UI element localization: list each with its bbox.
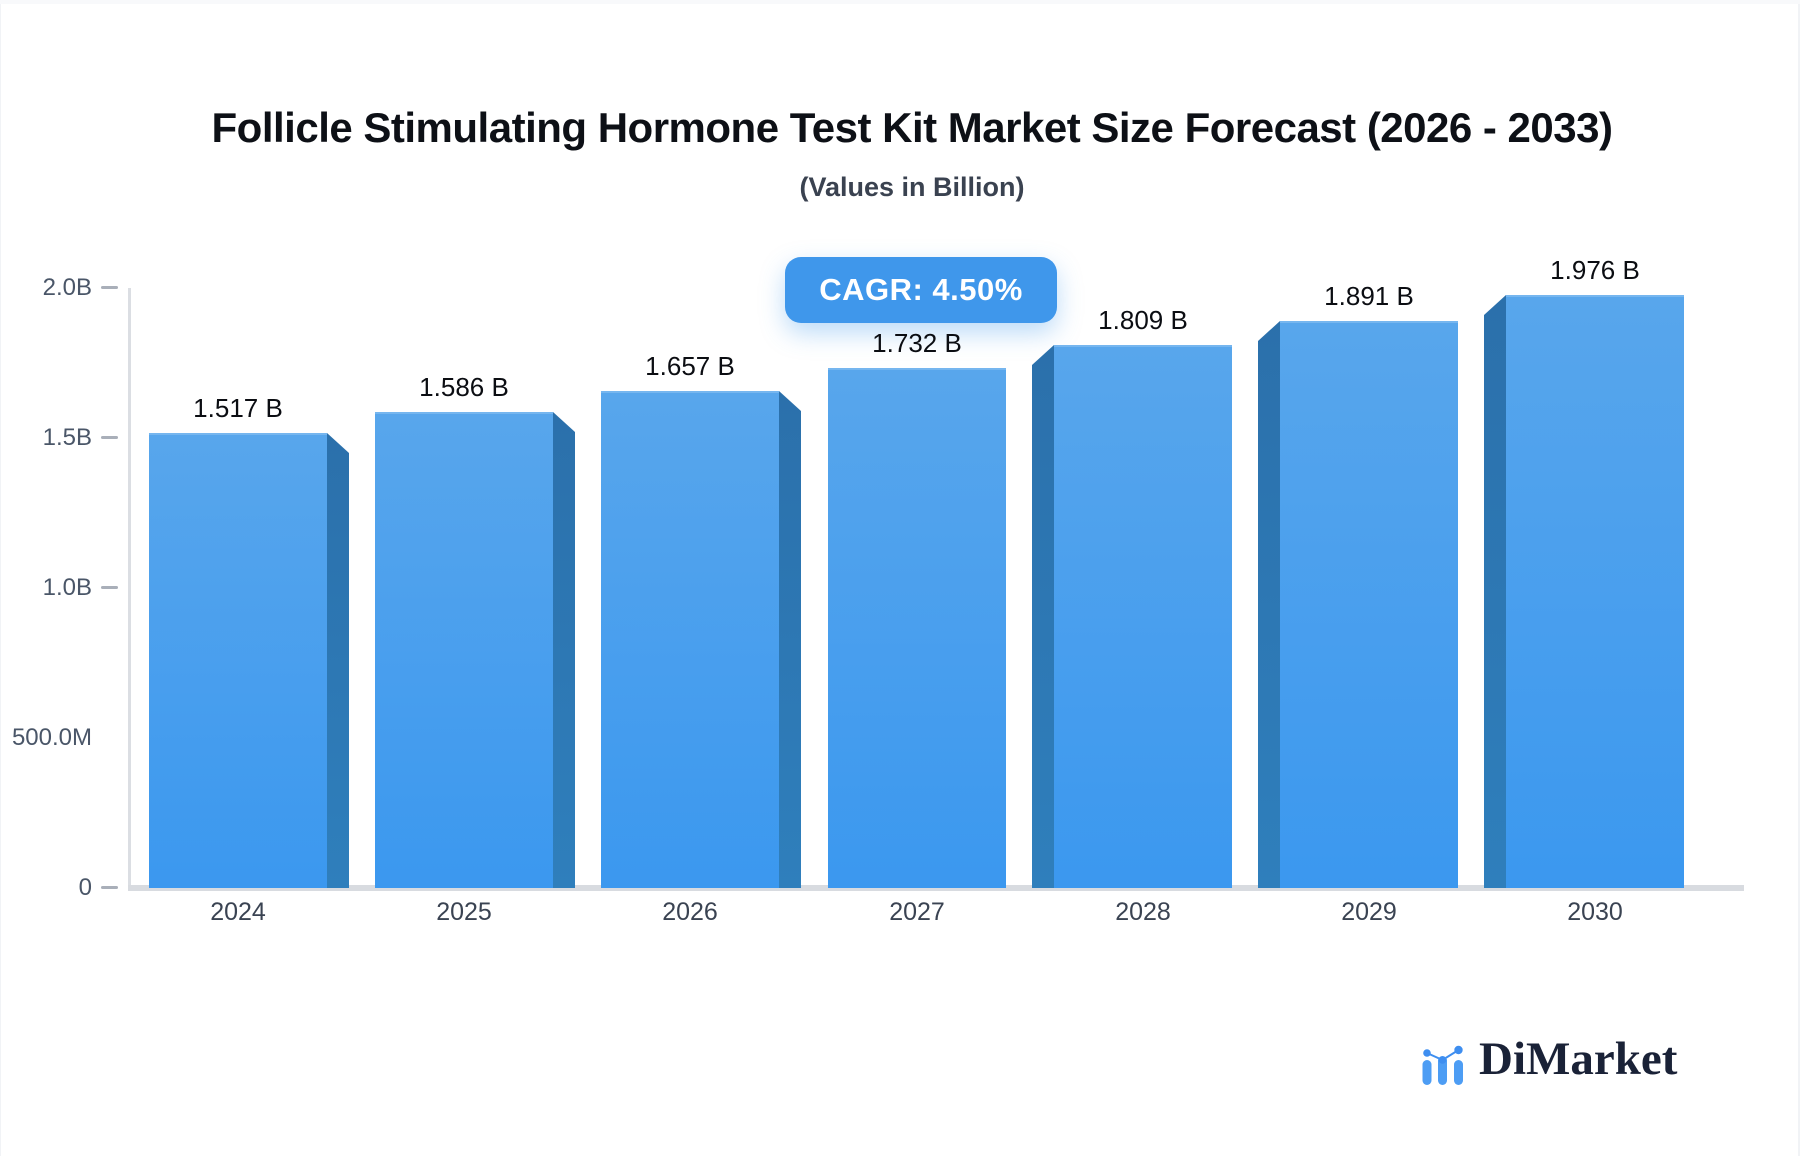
chart-subtitle: (Values in Billion) [799, 172, 1025, 202]
brand-logo: DiMarket [1420, 1034, 1677, 1086]
y-tick-label: 500.0M [11, 724, 92, 751]
bar [1054, 345, 1232, 888]
bar-side-face [1484, 295, 1506, 888]
y-tick-label: 2.0B [42, 274, 92, 301]
bar [601, 391, 779, 888]
x-axis-label: 2029 [1341, 898, 1397, 926]
bar-value-label: 1.809 B [1098, 305, 1188, 335]
bar-side-face [1032, 345, 1054, 888]
brand-logo-text: DiMarket [1479, 1033, 1678, 1086]
bar-value-label: 1.586 B [419, 372, 509, 402]
y-tick-label: 1.0B [42, 574, 92, 601]
x-axis-label: 2027 [889, 898, 945, 926]
bar [375, 412, 553, 888]
bar [828, 368, 1006, 888]
y-axis-line [128, 288, 131, 891]
y-tick-dash [101, 436, 118, 439]
bar-side-face [779, 391, 801, 888]
x-axis-label: 2024 [210, 898, 266, 926]
y-tick-label: 0 [78, 874, 92, 901]
x-axis-label: 2025 [436, 898, 492, 926]
bar [149, 433, 327, 888]
y-tick-label: 1.5B [42, 424, 92, 451]
bar-side-face [327, 433, 349, 888]
x-axis-label: 2030 [1567, 898, 1623, 926]
x-axis-label: 2026 [662, 898, 718, 926]
cagr-badge-label: CAGR: 4.50% [819, 272, 1023, 307]
bar-side-face [553, 412, 575, 888]
bar [1280, 321, 1458, 888]
bar [1506, 295, 1684, 888]
cagr-badge: CAGR: 4.50% [785, 257, 1057, 323]
bar-value-label: 1.976 B [1550, 255, 1640, 285]
bar-value-label: 1.891 B [1324, 281, 1414, 311]
bar-side-face [1258, 321, 1280, 888]
bar-chart-logo-icon [1422, 1045, 1463, 1085]
x-axis-baseline [128, 885, 1744, 891]
bar-value-label: 1.517 B [193, 393, 283, 423]
bar-value-label: 1.657 B [645, 351, 735, 381]
y-tick-dash [101, 286, 118, 289]
y-tick-dash [101, 586, 118, 589]
x-axis-label: 2028 [1115, 898, 1171, 926]
chart-title: Follicle Stimulating Hormone Test Kit Ma… [211, 104, 1613, 151]
bar-value-label: 1.732 B [872, 328, 962, 358]
y-tick-dash [101, 886, 118, 889]
